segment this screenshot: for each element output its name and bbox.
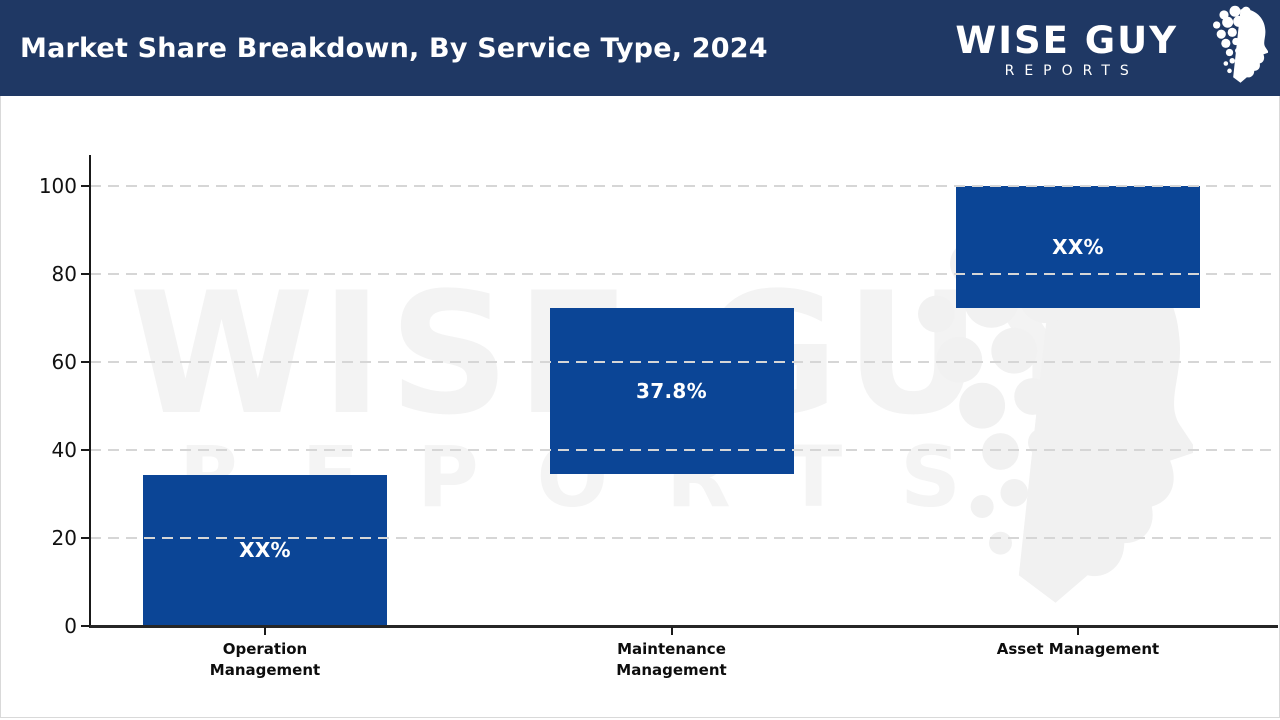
gridline <box>90 185 1278 187</box>
y-tick-label: 80 <box>51 262 77 286</box>
gridline <box>90 273 1278 275</box>
header-bar: Market Share Breakdown, By Service Type,… <box>0 0 1280 96</box>
page-title: Market Share Breakdown, By Service Type,… <box>20 32 768 64</box>
brand-logo: WISE GUY REPORTS <box>955 5 1269 93</box>
y-axis-spine <box>89 155 91 627</box>
brand-name-text: WISE GUY <box>955 18 1178 62</box>
y-tick-label: 100 <box>38 174 77 198</box>
bar-value-label: 37.8% <box>636 379 707 404</box>
y-tick-mark <box>81 537 90 539</box>
x-tick-label-line: Management <box>616 661 727 679</box>
bar-value-label: XX% <box>239 538 291 563</box>
x-axis-spine <box>89 625 1278 628</box>
x-tick-label: Maintenance Management <box>542 639 802 681</box>
x-tick-mark <box>1077 627 1079 635</box>
y-tick-label: 0 <box>64 614 77 638</box>
x-tick-mark <box>670 627 673 635</box>
y-tick-mark <box>81 361 90 363</box>
y-tick-mark <box>81 449 90 451</box>
bar: XX% <box>143 474 387 626</box>
x-tick-label-line: Management <box>209 661 321 679</box>
gridline <box>90 361 1278 363</box>
x-tick-label: Asset Management <box>948 639 1208 660</box>
brand-wordmark: WISE GUY REPORTS <box>955 18 1178 79</box>
y-tick-label: 20 <box>51 526 77 550</box>
x-tick-label: Operation Management <box>135 639 395 681</box>
y-tick-mark <box>81 625 90 627</box>
x-tick-label-line: Maintenance <box>617 640 726 658</box>
y-tick-label: 60 <box>51 350 77 374</box>
bar: XX% <box>956 186 1200 308</box>
x-tick-label-line: Asset Management <box>996 640 1160 658</box>
brand-head-icon <box>1180 5 1269 93</box>
bar-value-label: XX% <box>1052 234 1104 259</box>
brand-subtext: REPORTS <box>1004 62 1139 79</box>
y-tick-label: 40 <box>51 438 77 462</box>
gridline <box>90 537 1278 539</box>
plot-area: WISE GUY REPORTS 0 20 40 60 80 100 XX% Operatio… <box>1 96 1279 717</box>
gridline <box>90 449 1278 451</box>
x-tick-label-line: Operation <box>222 640 308 658</box>
x-tick-mark <box>264 627 266 635</box>
bar: 37.8% <box>549 307 794 475</box>
y-tick-mark <box>81 273 90 275</box>
y-tick-mark <box>81 185 90 187</box>
